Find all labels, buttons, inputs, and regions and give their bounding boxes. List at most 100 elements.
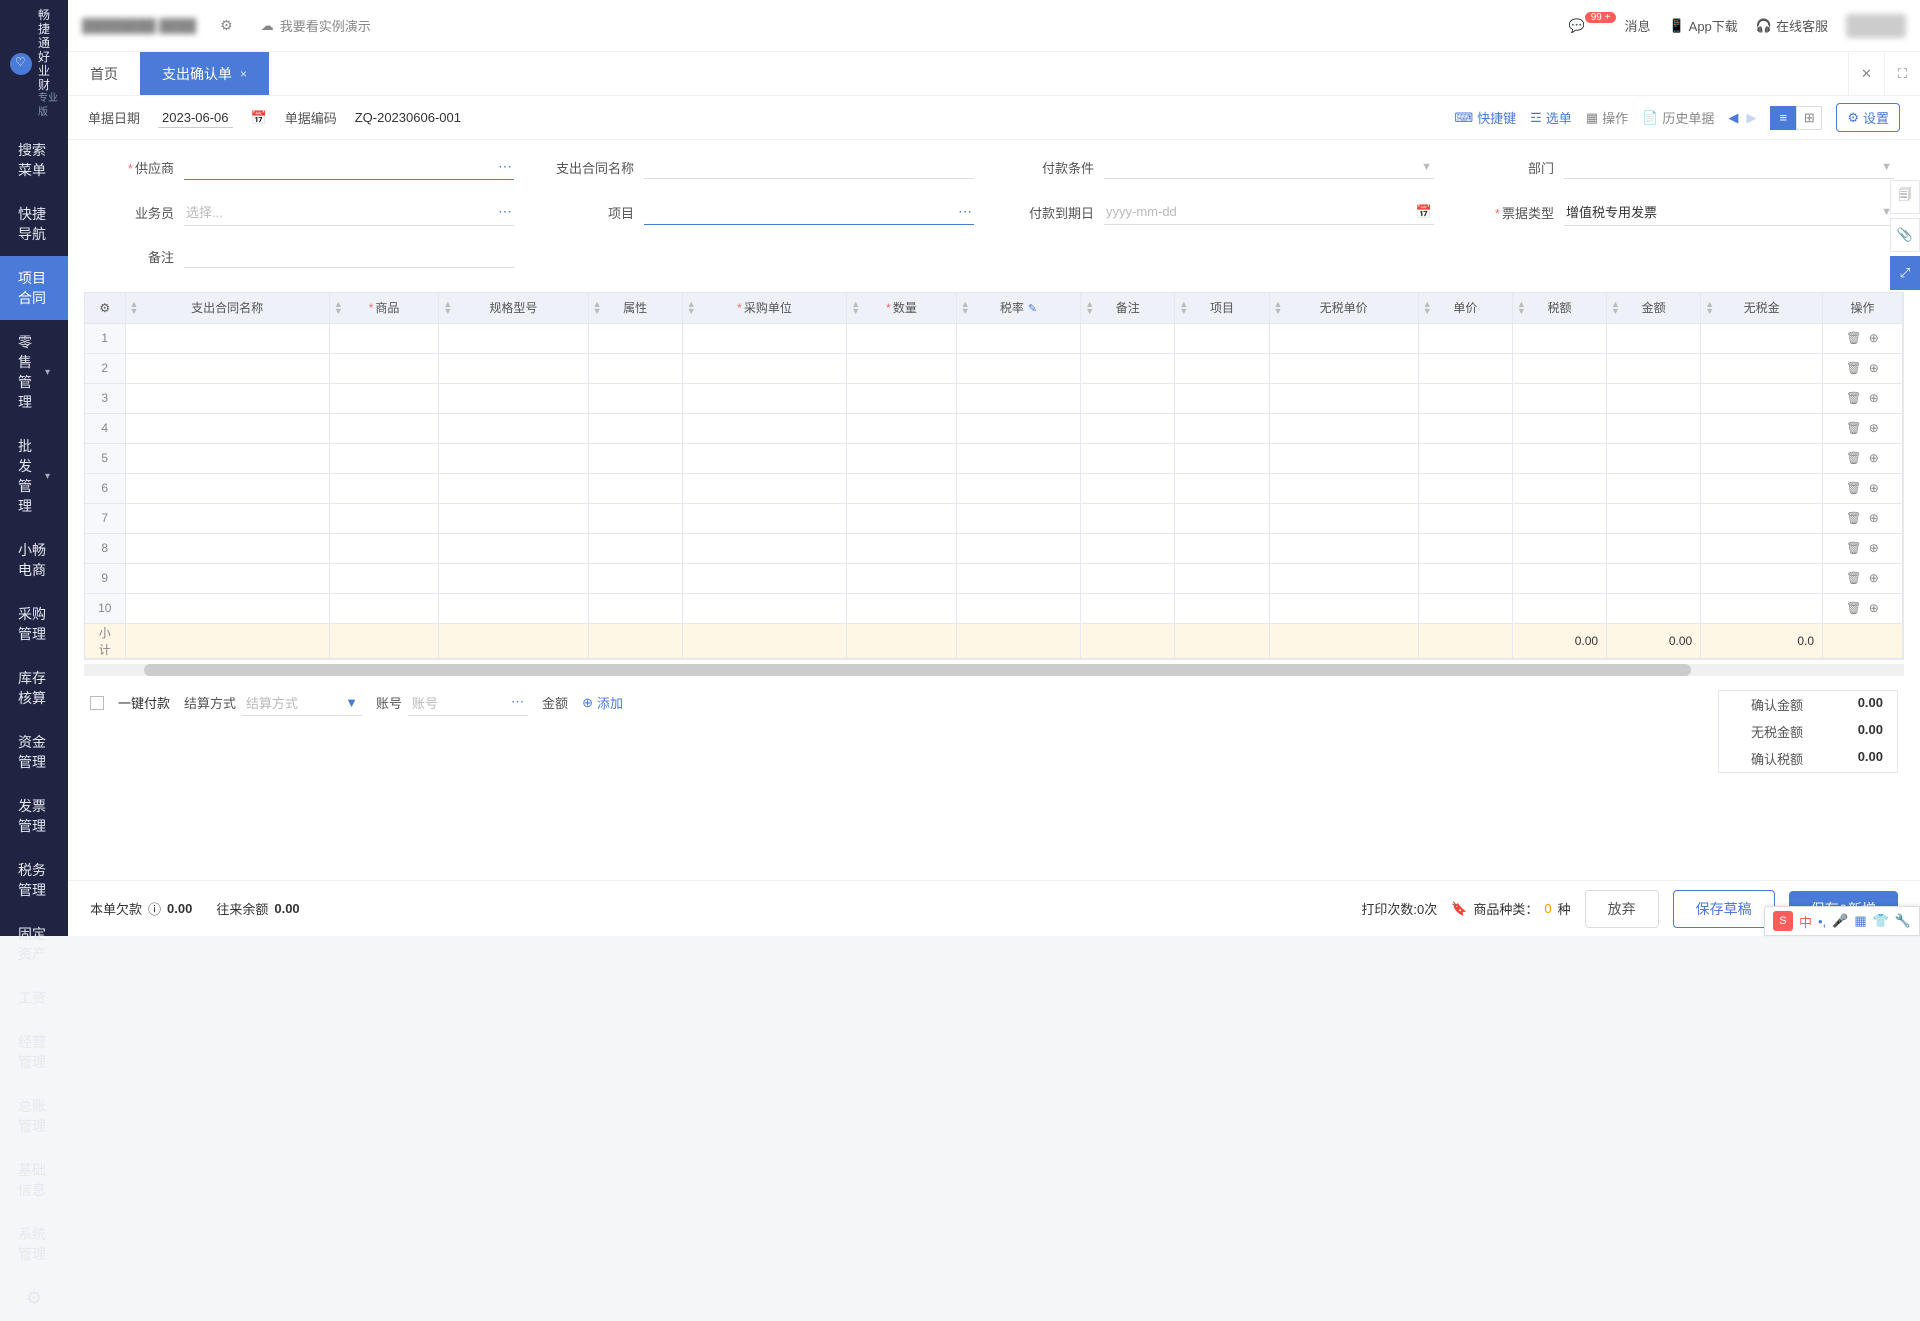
col-12[interactable]: ▲▼金额 bbox=[1607, 293, 1701, 323]
rail-note-icon[interactable]: 🗐 bbox=[1890, 180, 1920, 214]
help-icon[interactable]: ⓘ bbox=[148, 899, 161, 918]
add-payment-link[interactable]: ⊕添加 bbox=[582, 693, 623, 712]
cell[interactable] bbox=[956, 353, 1081, 383]
cell[interactable] bbox=[125, 443, 329, 473]
sidebar-item-3[interactable]: 零售管理▾ bbox=[0, 320, 68, 424]
cell[interactable] bbox=[588, 503, 682, 533]
cell[interactable] bbox=[1081, 593, 1175, 623]
cell[interactable] bbox=[1269, 413, 1418, 443]
cell[interactable] bbox=[1175, 443, 1269, 473]
settings-button[interactable]: ⚙ 设置 bbox=[1836, 103, 1900, 132]
cell[interactable] bbox=[1701, 533, 1823, 563]
copy-row-icon[interactable]: ⊕ bbox=[1869, 511, 1879, 525]
sidebar-item-0[interactable]: 搜索菜单 bbox=[0, 128, 68, 192]
invoice-type-select[interactable]: 增值税专用发票▼ bbox=[1564, 198, 1894, 226]
cell[interactable] bbox=[682, 473, 847, 503]
cell[interactable] bbox=[588, 593, 682, 623]
copy-row-icon[interactable]: ⊕ bbox=[1869, 391, 1879, 405]
table-row[interactable]: 10🗑 ⊕ bbox=[85, 593, 1903, 623]
col-7[interactable]: ▲▼备注 bbox=[1081, 293, 1175, 323]
fullscreen-icon[interactable]: ⛶ bbox=[1884, 52, 1920, 95]
copy-row-icon[interactable]: ⊕ bbox=[1869, 331, 1879, 345]
cell[interactable] bbox=[1269, 593, 1418, 623]
cell[interactable] bbox=[1175, 593, 1269, 623]
calendar-icon[interactable]: 📅 bbox=[251, 110, 267, 126]
cell[interactable] bbox=[1418, 593, 1512, 623]
cell[interactable] bbox=[847, 563, 956, 593]
cell[interactable] bbox=[1607, 593, 1701, 623]
doc-date[interactable]: 2023-06-06 bbox=[158, 108, 233, 128]
project-input[interactable]: ⋯ bbox=[644, 199, 974, 225]
cell[interactable] bbox=[439, 503, 588, 533]
cell[interactable] bbox=[125, 563, 329, 593]
cell[interactable] bbox=[588, 533, 682, 563]
cell[interactable] bbox=[1418, 443, 1512, 473]
table-row[interactable]: 6🗑 ⊕ bbox=[85, 473, 1903, 503]
tab-close-all-icon[interactable]: ✕ bbox=[1848, 52, 1884, 95]
settle-select[interactable]: 结算方式▼ bbox=[242, 690, 362, 716]
copy-row-icon[interactable]: ⊕ bbox=[1869, 481, 1879, 495]
table-row[interactable]: 5🗑 ⊕ bbox=[85, 443, 1903, 473]
delete-row-icon[interactable]: 🗑 bbox=[1846, 571, 1861, 585]
col-13[interactable]: ▲▼无税金 bbox=[1701, 293, 1823, 323]
sidebar-item-12[interactable]: 工资 bbox=[0, 976, 68, 1020]
cell[interactable] bbox=[956, 443, 1081, 473]
cell[interactable] bbox=[329, 503, 438, 533]
table-row[interactable]: 7🗑 ⊕ bbox=[85, 503, 1903, 533]
ime-skin-icon[interactable]: 👕 bbox=[1873, 913, 1889, 929]
cell[interactable] bbox=[1418, 533, 1512, 563]
col-10[interactable]: ▲▼单价 bbox=[1418, 293, 1512, 323]
cell[interactable] bbox=[1418, 353, 1512, 383]
cell[interactable] bbox=[1512, 533, 1606, 563]
col-3[interactable]: ▲▼属性 bbox=[588, 293, 682, 323]
dept-select[interactable]: ▼ bbox=[1564, 155, 1894, 179]
cell[interactable] bbox=[682, 383, 847, 413]
table-row[interactable]: 2🗑 ⊕ bbox=[85, 353, 1903, 383]
cell[interactable] bbox=[1512, 563, 1606, 593]
table-row[interactable]: 4🗑 ⊕ bbox=[85, 413, 1903, 443]
cell[interactable] bbox=[439, 443, 588, 473]
cell[interactable] bbox=[439, 563, 588, 593]
copy-row-icon[interactable]: ⊕ bbox=[1869, 451, 1879, 465]
view-compact-icon[interactable]: ≡ bbox=[1770, 106, 1796, 130]
cell[interactable] bbox=[1607, 473, 1701, 503]
horizontal-scrollbar[interactable] bbox=[84, 664, 1904, 676]
shortcut-link[interactable]: ⌨ 快捷键 bbox=[1454, 108, 1516, 127]
cell[interactable] bbox=[1175, 353, 1269, 383]
delete-row-icon[interactable]: 🗑 bbox=[1846, 601, 1861, 615]
ime-keyboard-icon[interactable]: ▦ bbox=[1854, 913, 1866, 929]
tab-expense-confirm[interactable]: 支出确认单 × bbox=[140, 52, 269, 95]
col-1[interactable]: ▲▼*商品 bbox=[329, 293, 438, 323]
cell[interactable] bbox=[329, 563, 438, 593]
cell[interactable] bbox=[1701, 443, 1823, 473]
col-6[interactable]: ▲▼税率✎ bbox=[956, 293, 1081, 323]
messages-link[interactable]: 💬 99 + 消息 bbox=[1569, 16, 1651, 35]
sidebar-item-14[interactable]: 总账管理 bbox=[0, 1084, 68, 1148]
cell[interactable] bbox=[125, 533, 329, 563]
cell[interactable] bbox=[1607, 383, 1701, 413]
col-gear[interactable]: ⚙ bbox=[85, 293, 125, 323]
sidebar-item-2[interactable]: 项目合同 bbox=[0, 256, 68, 320]
cell[interactable] bbox=[1175, 533, 1269, 563]
cell[interactable] bbox=[1175, 413, 1269, 443]
cell[interactable] bbox=[1175, 383, 1269, 413]
col-9[interactable]: ▲▼无税单价 bbox=[1269, 293, 1418, 323]
cell[interactable] bbox=[588, 473, 682, 503]
cell[interactable] bbox=[329, 413, 438, 443]
abandon-button[interactable]: 放弃 bbox=[1585, 890, 1659, 928]
view-detail-icon[interactable]: ⊞ bbox=[1796, 106, 1822, 130]
cell[interactable] bbox=[1512, 383, 1606, 413]
cell[interactable] bbox=[682, 443, 847, 473]
cell[interactable] bbox=[682, 413, 847, 443]
history-link[interactable]: 📄 历史单据 bbox=[1642, 108, 1714, 127]
col-8[interactable]: ▲▼项目 bbox=[1175, 293, 1269, 323]
cell[interactable] bbox=[1081, 413, 1175, 443]
cell[interactable] bbox=[1512, 443, 1606, 473]
tab-home[interactable]: 首页 bbox=[68, 52, 140, 95]
cell[interactable] bbox=[1607, 353, 1701, 383]
col-4[interactable]: ▲▼*采购单位 bbox=[682, 293, 847, 323]
cell[interactable] bbox=[1701, 323, 1823, 353]
sidebar-item-4[interactable]: 批发管理▾ bbox=[0, 424, 68, 528]
operate-link[interactable]: ▦ 操作 bbox=[1586, 108, 1628, 127]
cell[interactable] bbox=[439, 533, 588, 563]
